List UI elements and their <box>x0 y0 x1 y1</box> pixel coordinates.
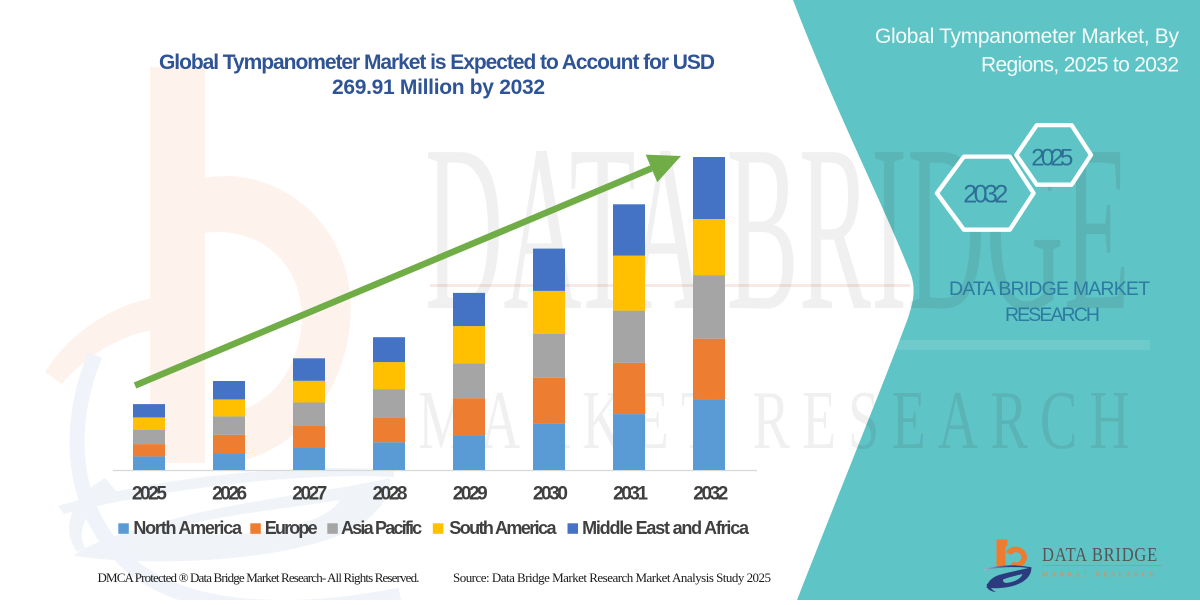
svg-text:2028: 2028 <box>373 484 408 505</box>
svg-text:269.91 Million by 2032: 269.91 Million by 2032 <box>332 76 545 99</box>
svg-text:2027: 2027 <box>292 484 327 505</box>
svg-text:MARKET RESEARCH: MARKET RESEARCH <box>1042 571 1158 579</box>
svg-text:Regions, 2025 to 2032: Regions, 2025 to 2032 <box>981 54 1179 77</box>
svg-text:2025: 2025 <box>132 484 167 505</box>
svg-text:Middle East and Africa: Middle East and Africa <box>582 518 750 538</box>
svg-text:2029: 2029 <box>453 484 488 505</box>
svg-text:Asia Pacific: Asia Pacific <box>341 518 422 538</box>
svg-text:DATA BRIDGE MARKET: DATA BRIDGE MARKET <box>949 278 1150 300</box>
svg-text:Global Tympanometer Market, By: Global Tympanometer Market, By <box>875 25 1180 48</box>
svg-text:2026: 2026 <box>212 484 247 505</box>
svg-text:2032: 2032 <box>693 484 728 505</box>
svg-text:North America: North America <box>133 518 243 538</box>
svg-text:RESEARCH: RESEARCH <box>1005 304 1100 326</box>
svg-text:Global Tympanometer Market is: Global Tympanometer Market is Expected t… <box>159 51 715 74</box>
svg-text:DATA BRIDGE: DATA BRIDGE <box>1042 544 1158 566</box>
svg-text:2025: 2025 <box>1031 145 1073 172</box>
svg-text:Source: Data Bridge Market Res: Source: Data Bridge Market Research Mark… <box>453 570 771 585</box>
svg-text:DMCA Protected ® Data Bridge M: DMCA Protected ® Data Bridge Market Rese… <box>98 570 420 585</box>
svg-text:Europe: Europe <box>265 518 318 538</box>
svg-text:2032: 2032 <box>963 181 1008 209</box>
svg-text:2030: 2030 <box>533 484 568 505</box>
svg-text:South America: South America <box>449 518 557 538</box>
svg-text:2031: 2031 <box>613 484 648 505</box>
